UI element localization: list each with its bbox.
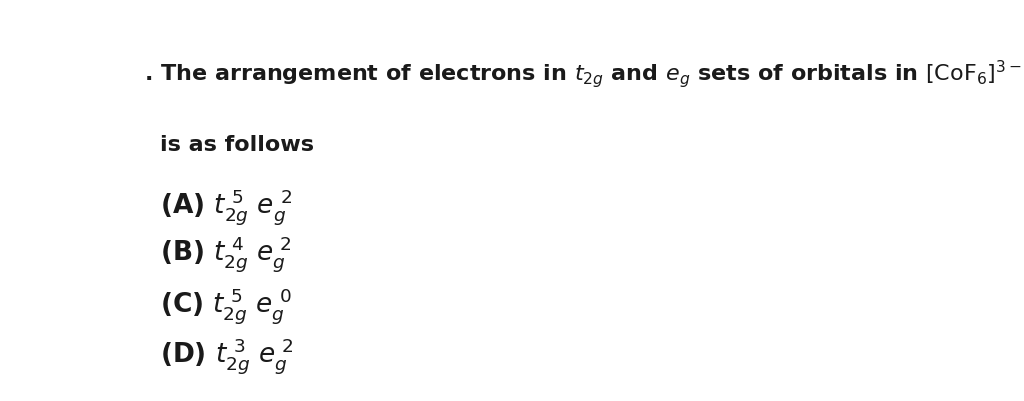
Text: . The arrangement of electrons in $t_{2g}$ and $e_g$ sets of orbitals in $[\math: . The arrangement of electrons in $t_{2g… — [143, 57, 1022, 89]
Text: (D) $t_{2g}^{\ 3}\ e_g^{\ 2}$: (D) $t_{2g}^{\ 3}\ e_g^{\ 2}$ — [160, 335, 294, 375]
Text: (C) $t_{2g}^{\ 5}\ e_g^{\ 0}$: (C) $t_{2g}^{\ 5}\ e_g^{\ 0}$ — [160, 286, 292, 326]
Text: (A) $t_{2g}^{\ 5}\ e_g^{\ 2}$: (A) $t_{2g}^{\ 5}\ e_g^{\ 2}$ — [160, 187, 292, 227]
Text: is as follows: is as follows — [160, 135, 313, 154]
Text: (B) $t_{2g}^{\ 4}\ e_g^{\ 2}$: (B) $t_{2g}^{\ 4}\ e_g^{\ 2}$ — [160, 233, 292, 273]
